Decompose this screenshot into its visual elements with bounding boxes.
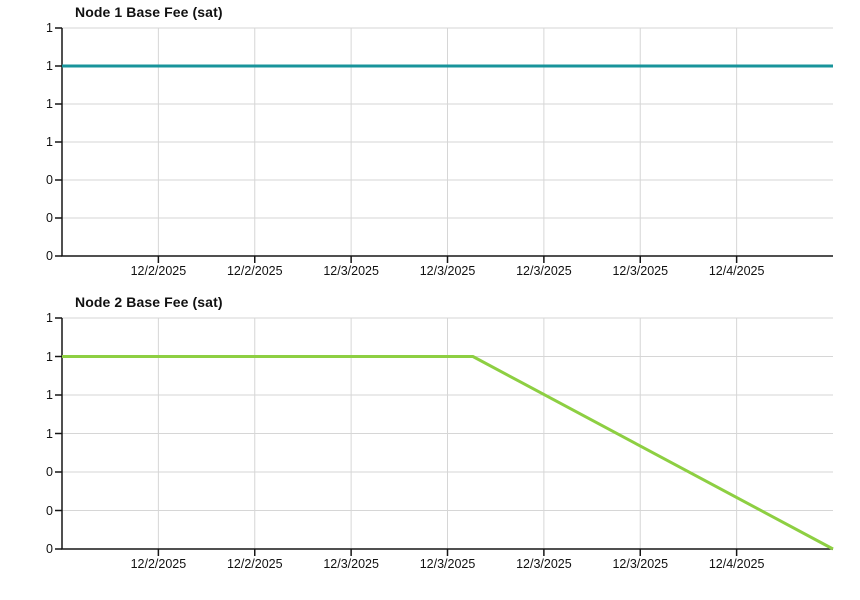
x-tick-label: 12/2/2025 [226, 557, 283, 571]
x-tick-label: 12/3/2025 [419, 264, 476, 278]
x-tick-label: 12/2/2025 [226, 264, 283, 278]
x-tick-label: 12/2/2025 [130, 264, 187, 278]
x-tick-label: 12/4/2025 [708, 264, 765, 278]
y-tick-label: 0 [46, 465, 53, 479]
fee-line [62, 355, 834, 551]
y-tick-label: 1 [46, 311, 53, 325]
x-tick-label: 12/2/2025 [130, 557, 187, 571]
y-tick-label: 0 [46, 503, 53, 518]
y-tick-label: 0 [46, 542, 53, 556]
chart-title: Node 2 Base Fee (sat) [75, 294, 223, 310]
y-tick-label: 1 [46, 388, 53, 402]
x-tick-label: 12/3/2025 [323, 264, 379, 278]
y-tick-label: 0 [46, 249, 53, 263]
y-tick-label: 0 [46, 173, 53, 187]
y-tick-label: 1 [46, 349, 53, 364]
y-tick-label: 1 [46, 135, 53, 149]
x-tick-label: 12/3/2025 [612, 557, 669, 571]
y-tick-label: 1 [46, 97, 53, 111]
y-tick-label: 1 [46, 21, 53, 35]
chart-title: Node 1 Base Fee (sat) [75, 4, 223, 20]
x-tick-label: 12/3/2025 [516, 264, 572, 278]
chart-node1-base-fee: Node 1 Base Fee (sat) 1 1 1 1 0 0 0 12/2/2025 12… [0, 0, 860, 290]
x-tick-label: 12/3/2025 [612, 264, 669, 278]
y-tick-label: 1 [46, 59, 53, 73]
x-tick-label: 12/3/2025 [419, 557, 476, 571]
x-tick-label: 12/4/2025 [708, 557, 765, 571]
x-tick-label: 12/3/2025 [323, 557, 379, 571]
y-tick-label: 1 [46, 426, 53, 441]
x-tick-label: 12/3/2025 [516, 557, 572, 571]
y-tick-label: 0 [46, 211, 53, 225]
chart-node2-base-fee: Node 2 Base Fee (sat) 1 1 1 1 0 0 0 12/2/2025 12… [0, 290, 860, 600]
plot-svg [55, 317, 834, 556]
plot-svg [55, 27, 833, 263]
